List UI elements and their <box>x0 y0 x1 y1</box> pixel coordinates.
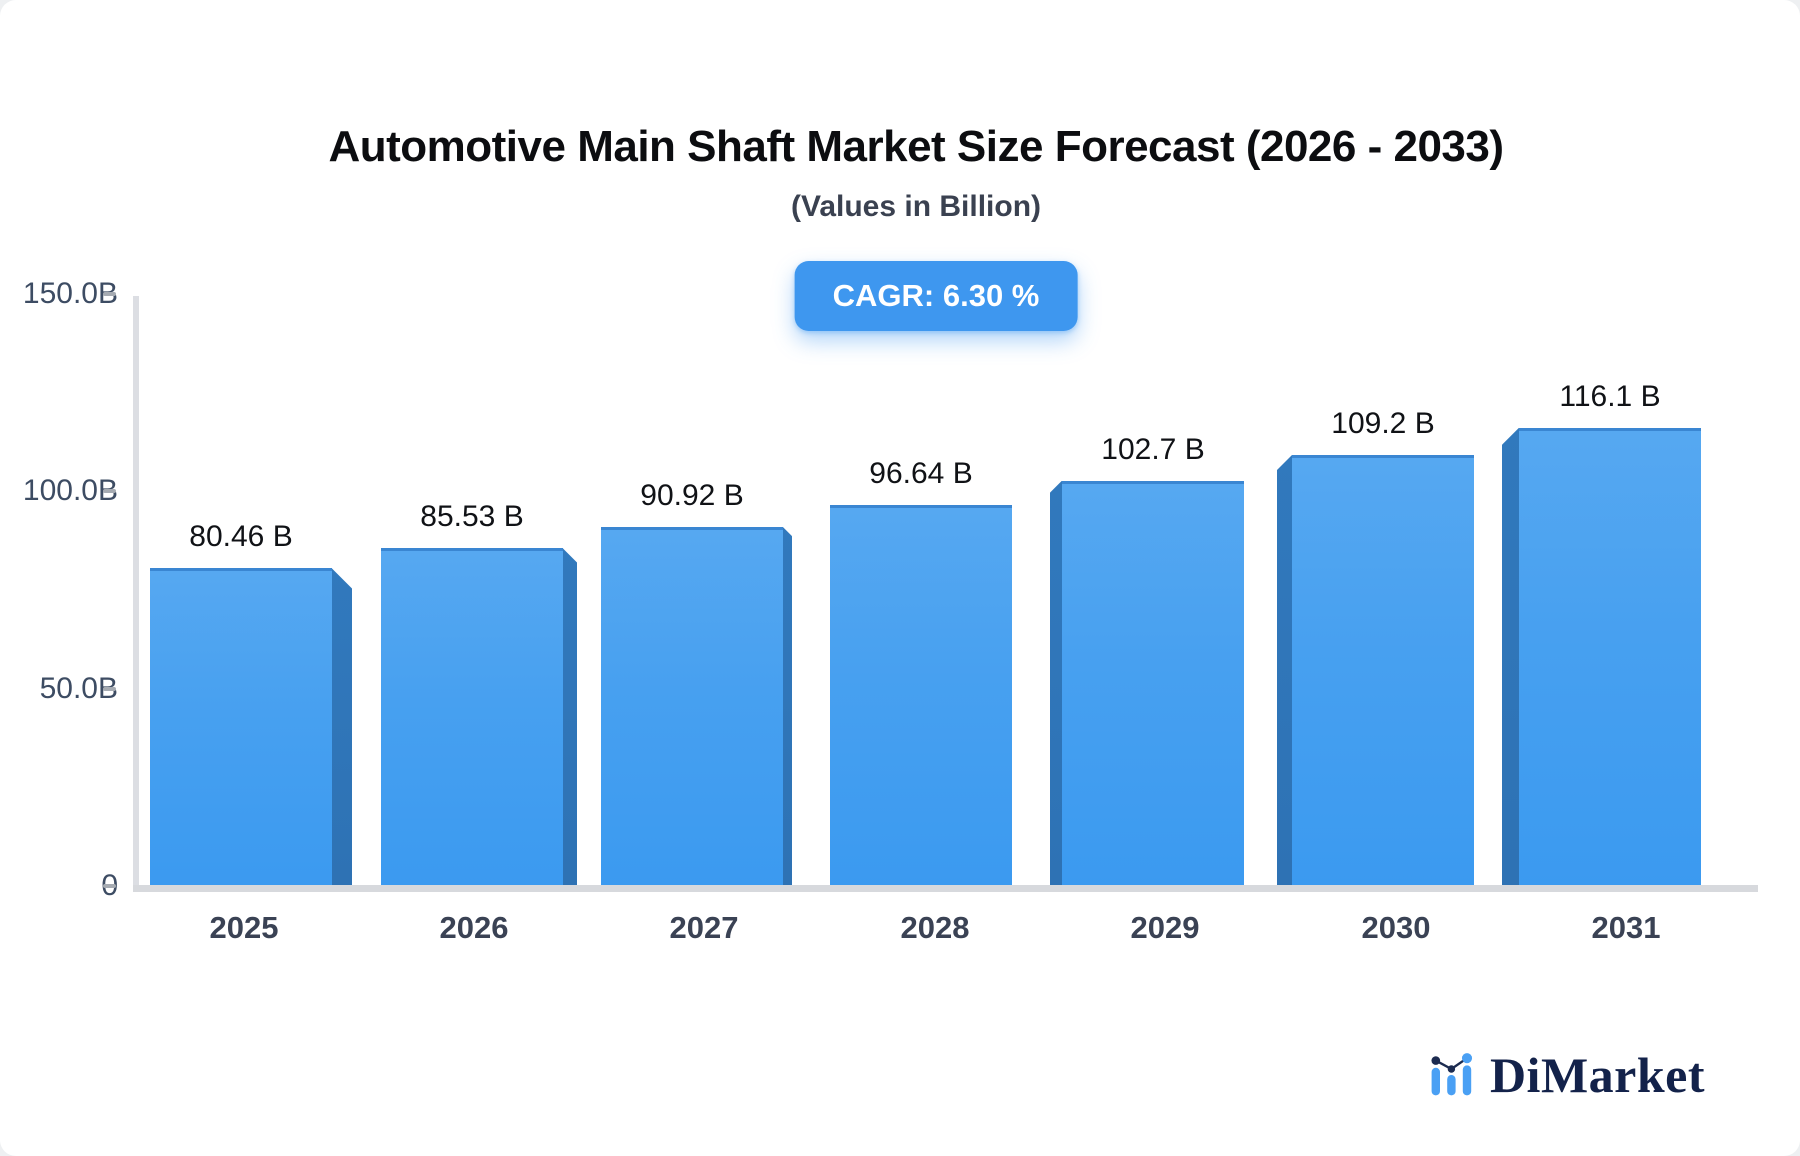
bar-side-face <box>1502 427 1519 886</box>
cagr-badge: CAGR: 6.30 % <box>794 261 1078 331</box>
bar-value-label: 96.64 B <box>869 456 973 490</box>
y-tick-label: 150.0B <box>22 277 118 310</box>
y-axis-line <box>133 296 139 888</box>
chart-title: Automotive Main Shaft Market Size Foreca… <box>328 122 1504 171</box>
x-tick-label: 2027 <box>669 910 739 945</box>
bar-2027 <box>601 527 783 886</box>
brand-logo-icon <box>1431 1053 1472 1096</box>
bar-side-face <box>783 527 792 886</box>
chart-header: Automotive Main Shaft Market Size Foreca… <box>32 0 1800 224</box>
bar-value-label: 109.2 B <box>1331 407 1435 441</box>
bar-side-face <box>1050 480 1062 886</box>
bar-value-label: 116.1 B <box>1559 379 1661 413</box>
bar-value-label: 102.7 B <box>1101 432 1205 466</box>
x-axis-line <box>133 885 1758 892</box>
x-tick-label: 2025 <box>209 910 279 945</box>
bar-side-face <box>1277 455 1292 886</box>
y-tick-mark <box>103 489 116 494</box>
chart-subtitle: (Values in Billion) <box>790 190 1042 223</box>
y-tick-label: 100.0B <box>22 474 118 508</box>
bar-2025 <box>150 568 332 886</box>
y-tick-label: 50.0B <box>39 671 118 705</box>
y-tick-mark <box>103 884 116 888</box>
bar-side-face <box>332 568 352 886</box>
x-tick-label: 2026 <box>439 910 509 945</box>
bar-2029 <box>1062 480 1244 886</box>
x-tick-label: 2029 <box>1130 910 1200 945</box>
x-tick-label: 2030 <box>1361 910 1431 945</box>
bar-2030 <box>1292 455 1474 886</box>
bar-2031 <box>1519 427 1701 886</box>
bar-value-label: 80.46 B <box>189 520 293 554</box>
brand-logo: DiMarket <box>1428 1046 1705 1104</box>
x-tick-label: 2031 <box>1591 910 1661 945</box>
y-tick-mark <box>103 686 116 691</box>
y-tick-label: 0 <box>0 869 118 903</box>
brand-logo-text: DiMarket <box>1489 1047 1705 1103</box>
bar-2026 <box>381 548 563 886</box>
bar-value-label: 85.53 B <box>420 500 524 534</box>
bar-value-label: 90.92 B <box>640 479 744 513</box>
y-tick-mark <box>103 292 116 296</box>
bar-2028 <box>830 504 1012 886</box>
bar-side-face <box>563 548 577 886</box>
x-tick-label: 2028 <box>900 910 970 945</box>
